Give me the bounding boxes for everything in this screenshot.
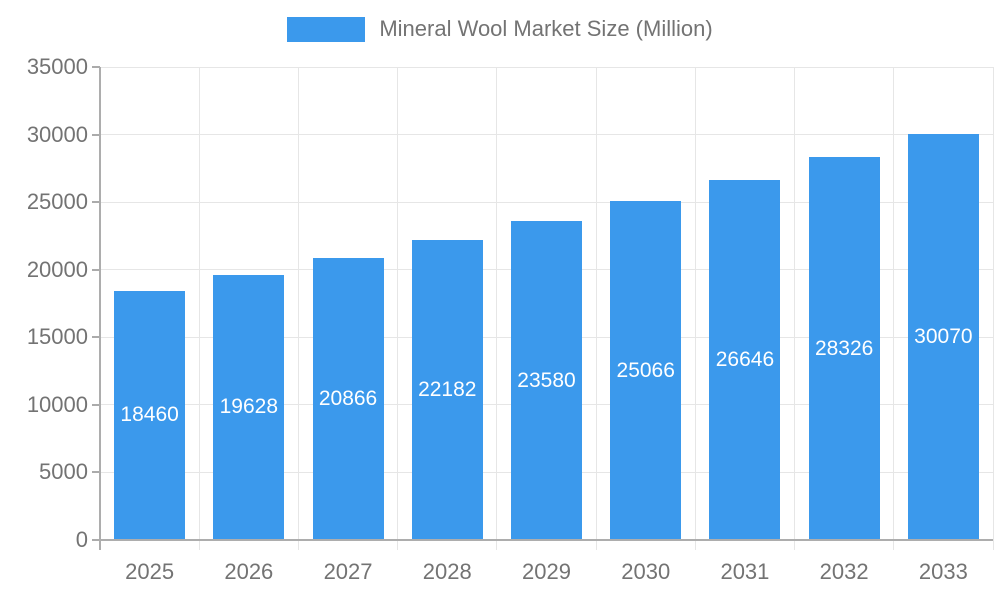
y-tick-mark [92,268,100,271]
y-axis-label: 5000 [39,459,88,485]
y-gridline [100,66,993,68]
y-axis-label: 10000 [26,391,88,417]
bar-value-label: 19628 [219,395,279,419]
y-axis-label: 25000 [26,189,88,215]
bar-2030[interactable]: 25066 [610,201,682,540]
x-axis-label: 2026 [224,559,274,584]
bar-value-label: 20866 [318,386,378,410]
x-axis-label: 2032 [819,559,869,584]
bar-2028[interactable]: 22182 [411,240,483,540]
y-axis-label: 35000 [26,54,88,79]
y-tick-mark [92,201,100,204]
y-tick-mark [92,471,100,474]
x-gridline [397,67,399,550]
y-tick-mark [92,336,100,339]
x-gridline [297,67,299,550]
y-axis-line [99,67,101,550]
bar-2025[interactable]: 18460 [114,290,186,540]
x-gridline [893,67,895,550]
y-tick-mark [92,66,100,68]
x-gridline [595,67,597,550]
bar-2027[interactable]: 20866 [312,258,384,540]
x-axis-label: 2025 [125,559,175,584]
bar-value-label: 26646 [715,347,775,371]
bar-value-label: 28326 [814,336,874,360]
y-axis-label: 15000 [26,324,88,350]
y-gridline [100,201,993,203]
x-gridline [992,67,994,550]
x-axis-label: 2031 [720,559,770,584]
x-axis-label: 2033 [918,559,968,584]
y-tick-mark [92,403,100,406]
y-tick-mark [92,133,100,136]
bar-value-label: 30070 [914,324,973,348]
bar-2029[interactable]: 23580 [511,221,582,540]
bar-value-label: 23580 [517,368,576,392]
x-axis-line [100,539,993,541]
x-axis-label: 2027 [323,559,373,584]
legend[interactable]: Mineral Wool Market Size (Million) [0,16,1000,42]
legend-swatch[interactable] [287,16,366,42]
bar-value-label: 25066 [616,358,675,382]
x-gridline [496,67,498,550]
y-axis-label: 20000 [26,256,88,282]
bar-value-label: 22182 [418,378,477,402]
y-axis-label: 0 [75,527,88,552]
y-tick-mark [92,539,100,541]
x-gridline [198,67,200,550]
bar-2032[interactable]: 28326 [808,157,880,540]
x-gridline [794,67,796,550]
bar-2026[interactable]: 19628 [213,274,285,540]
y-axis-label: 30000 [26,121,88,147]
y-gridline [100,134,993,136]
bar-2033[interactable]: 30070 [907,133,979,540]
legend-label[interactable]: Mineral Wool Market Size (Million) [379,16,713,41]
x-axis-label: 2028 [422,559,472,584]
x-gridline [694,67,696,550]
bar-value-label: 18460 [120,403,179,427]
bar-2031[interactable]: 26646 [709,179,781,540]
x-axis-label: 2030 [621,559,671,584]
x-axis-label: 2029 [522,559,571,584]
